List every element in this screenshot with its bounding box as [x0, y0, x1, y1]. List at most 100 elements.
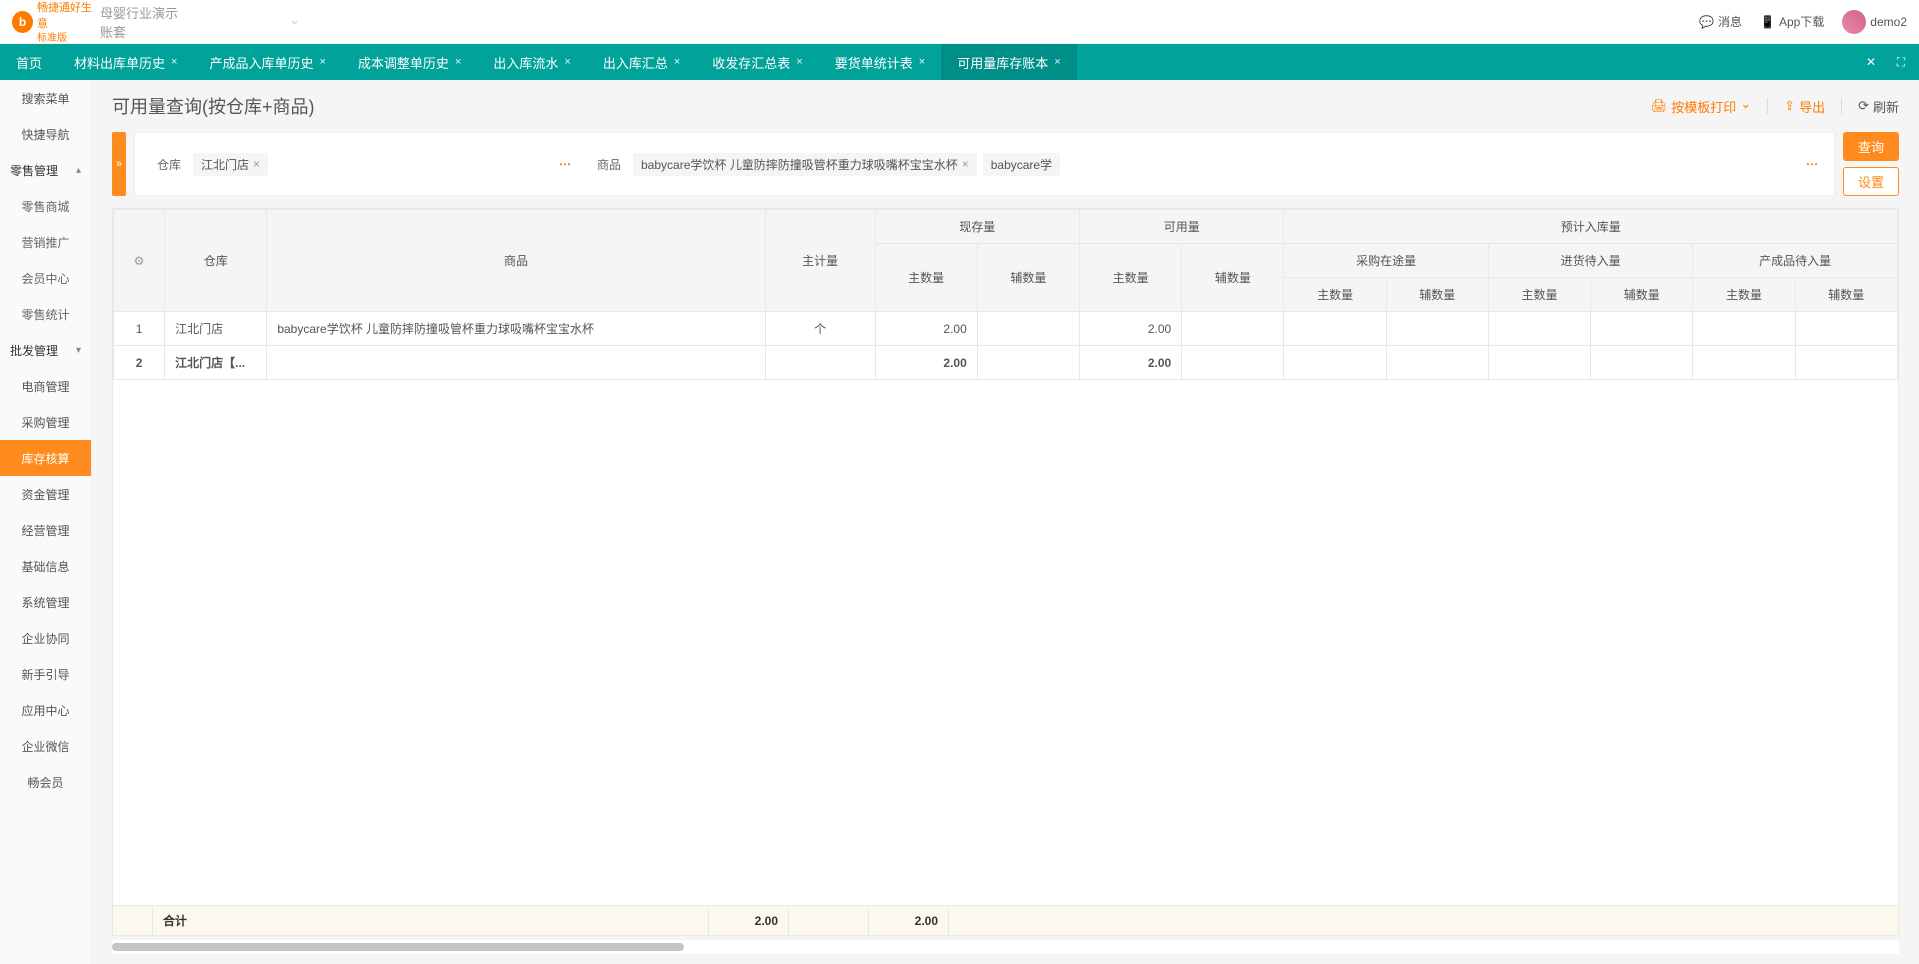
tab[interactable]: 出入库流水× [477, 44, 586, 80]
warehouse-tag[interactable]: 江北门店 × [193, 153, 268, 176]
fullscreen-button[interactable]: ⛶ [1889, 50, 1913, 74]
table-cell [977, 312, 1079, 346]
sidebar-item[interactable]: 快捷导航 [0, 116, 91, 152]
footer-stock-main: 2.00 [709, 906, 789, 935]
table-row[interactable]: 1江北门店babycare学饮杯 儿童防摔防撞吸管杯重力球吸嘴杯宝宝水杯个2.0… [114, 312, 1898, 346]
close-icon[interactable]: × [919, 56, 925, 68]
sidebar-item[interactable]: 营销推广 [0, 224, 91, 260]
column-header[interactable]: 商品 [267, 210, 765, 312]
close-icon[interactable]: × [171, 56, 177, 68]
column-header[interactable]: 辅数量 [1182, 244, 1284, 312]
filter-expand-toggle[interactable]: » [112, 132, 126, 196]
close-icon[interactable]: × [674, 56, 680, 68]
tab-bar: 首页材料出库单历史×产成品入库单历史×成本调整单历史×出入库流水×出入库汇总×收… [0, 44, 1919, 80]
sidebar-item[interactable]: 批发管理▾ [0, 332, 91, 368]
column-header[interactable]: 主数量 [1284, 278, 1386, 312]
warehouse-filter-input[interactable]: 江北门店 × [193, 153, 547, 176]
logo-icon: b [12, 11, 33, 33]
sidebar-item[interactable]: 资金管理 [0, 476, 91, 512]
sidebar-item[interactable]: 电商管理 [0, 368, 91, 404]
account-set-selector[interactable]: 母婴行业演示账套 [100, 3, 300, 41]
chevron-up-icon: ▴ [76, 165, 81, 176]
sidebar-item[interactable]: 畅会员 [0, 764, 91, 800]
sidebar-item[interactable]: 会员中心 [0, 260, 91, 296]
sidebar-item[interactable]: 零售管理▴ [0, 152, 91, 188]
close-icon[interactable]: × [962, 157, 969, 171]
scrollbar-thumb[interactable] [112, 943, 684, 951]
column-header[interactable]: 主数量 [875, 244, 977, 312]
tab[interactable]: 可用量库存账本× [941, 44, 1076, 80]
export-icon: ⇪ [1784, 98, 1795, 114]
user-menu[interactable]: demo2 [1842, 10, 1907, 34]
close-icon[interactable]: × [253, 157, 260, 171]
warehouse-more-button[interactable]: ⋯ [559, 157, 571, 171]
column-group-header: 采购在途量 [1284, 244, 1488, 278]
column-header[interactable]: 辅数量 [1591, 278, 1693, 312]
print-icon: 🖨 [1651, 98, 1668, 114]
sidebar-item-label: 批发管理 [10, 342, 58, 359]
sidebar-item[interactable]: 库存核算 [0, 440, 91, 476]
table-cell [1284, 312, 1386, 346]
product-filter-input[interactable]: babycare学饮杯 儿童防摔防撞吸管杯重力球吸嘴杯宝宝水杯 × babyca… [633, 153, 1794, 176]
warehouse-filter-label: 仓库 [151, 156, 181, 173]
sidebar-item[interactable]: 零售统计 [0, 296, 91, 332]
sidebar-item[interactable]: 新手引导 [0, 656, 91, 692]
footer-avail-main: 2.00 [869, 906, 949, 935]
horizontal-scrollbar[interactable] [112, 940, 1899, 954]
table-header: ⚙ 仓库 商品 主计量 现存量 可用量 预计入库量 主数量 辅数量 主数量 辅数… [114, 210, 1898, 312]
export-button[interactable]: ⇪ 导出 [1784, 97, 1825, 116]
column-header[interactable]: 仓库 [165, 210, 267, 312]
sidebar-item[interactable]: 搜索菜单 [0, 80, 91, 116]
divider [1767, 98, 1768, 114]
column-header[interactable]: 主数量 [1693, 278, 1795, 312]
sidebar-item[interactable]: 企业协同 [0, 620, 91, 656]
column-header[interactable]: 辅数量 [977, 244, 1079, 312]
table-cell [1182, 312, 1284, 346]
tab[interactable]: 要货单统计表× [819, 44, 941, 80]
close-icon[interactable]: × [455, 56, 461, 68]
chevron-down-icon [1740, 98, 1751, 114]
product-tag[interactable]: babycare学 [983, 153, 1060, 176]
close-icon[interactable]: × [564, 56, 570, 68]
phone-icon: 📱 [1760, 15, 1775, 29]
column-header[interactable]: 主数量 [1080, 244, 1182, 312]
sidebar-item[interactable]: 基础信息 [0, 548, 91, 584]
settings-column-header[interactable]: ⚙ [114, 210, 165, 312]
product-more-button[interactable]: ⋯ [1806, 157, 1818, 171]
product-tag[interactable]: babycare学饮杯 儿童防摔防撞吸管杯重力球吸嘴杯宝宝水杯 × [633, 153, 977, 176]
print-label: 按模板打印 [1671, 97, 1736, 116]
close-icon[interactable]: × [1054, 56, 1060, 68]
page-header: 可用量查询(按仓库+商品) 🖨 按模板打印 ⇪ 导出 ⟳ 刷新 [92, 80, 1919, 132]
print-button[interactable]: 🖨 按模板打印 [1651, 97, 1751, 116]
sidebar-item[interactable]: 零售商城 [0, 188, 91, 224]
column-header[interactable]: 辅数量 [1386, 278, 1488, 312]
close-icon[interactable]: × [319, 56, 325, 68]
settings-button[interactable]: 设置 [1843, 167, 1899, 196]
tab[interactable]: 首页 [0, 44, 58, 80]
table-row[interactable]: 2江北门店【...2.002.00 [114, 346, 1898, 380]
column-header[interactable]: 辅数量 [1795, 278, 1897, 312]
sidebar-item-label: 零售商城 [21, 198, 69, 215]
tab[interactable]: 收发存汇总表× [696, 44, 818, 80]
content-area: 可用量查询(按仓库+商品) 🖨 按模板打印 ⇪ 导出 ⟳ 刷新 [92, 80, 1919, 964]
sidebar-item[interactable]: 经营管理 [0, 512, 91, 548]
filter-panel: » 仓库 江北门店 × ⋯ 商品 babyc [112, 132, 1899, 196]
app-download-button[interactable]: 📱 App下载 [1760, 13, 1824, 30]
refresh-button[interactable]: ⟳ 刷新 [1858, 97, 1899, 116]
sidebar-item[interactable]: 应用中心 [0, 692, 91, 728]
sidebar-item[interactable]: 采购管理 [0, 404, 91, 440]
close-all-tabs-button[interactable]: ✕ [1859, 50, 1883, 74]
close-icon[interactable]: × [796, 56, 802, 68]
tab[interactable]: 产成品入库单历史× [193, 44, 341, 80]
tab[interactable]: 成本调整单历史× [342, 44, 477, 80]
messages-button[interactable]: 💬 消息 [1699, 13, 1742, 30]
refresh-label: 刷新 [1873, 97, 1899, 116]
tab[interactable]: 出入库汇总× [587, 44, 696, 80]
query-button[interactable]: 查询 [1843, 132, 1899, 161]
column-header[interactable]: 主数量 [1488, 278, 1590, 312]
sidebar-item-label: 库存核算 [21, 450, 69, 467]
sidebar-item[interactable]: 企业微信 [0, 728, 91, 764]
sidebar-item[interactable]: 系统管理 [0, 584, 91, 620]
column-header[interactable]: 主计量 [765, 210, 875, 312]
tab[interactable]: 材料出库单历史× [58, 44, 193, 80]
